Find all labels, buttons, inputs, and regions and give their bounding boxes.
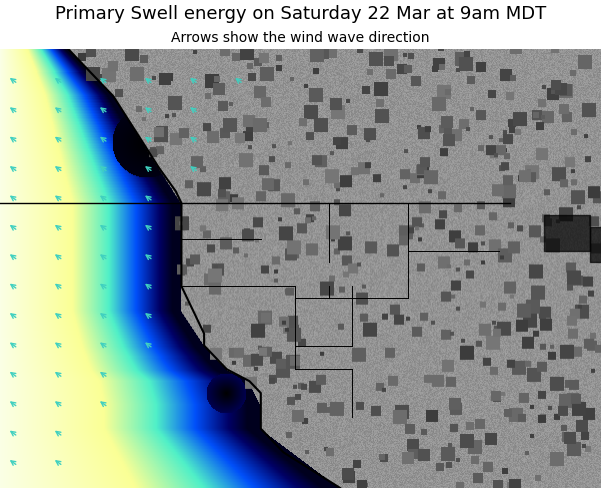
Text: Arrows show the wind wave direction: Arrows show the wind wave direction — [171, 31, 430, 45]
Polygon shape — [545, 215, 590, 251]
Polygon shape — [590, 227, 601, 263]
Text: Primary Swell energy on Saturday 22 Mar at 9am MDT: Primary Swell energy on Saturday 22 Mar … — [55, 5, 546, 22]
